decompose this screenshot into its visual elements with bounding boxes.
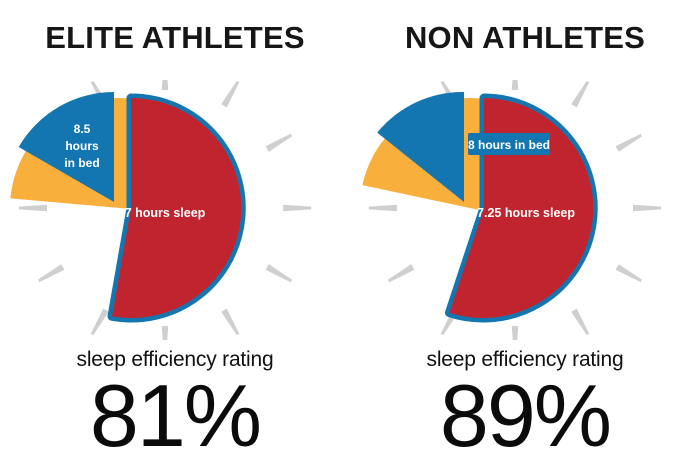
panel-title-elite-athletes: ELITE ATHLETES bbox=[45, 20, 305, 55]
pie-label-in-bed: 8.5 hours in bed bbox=[64, 122, 99, 170]
pie-chart-non-athletes: 8 hours in bed 7.25 hours sleep bbox=[350, 80, 700, 340]
pie-label-sleep: 7.25 hours sleep bbox=[477, 206, 575, 220]
rating-value-non-athletes: 89% bbox=[439, 366, 612, 465]
pie-slice-sleep bbox=[112, 97, 242, 318]
rating-label-non-athletes: sleep efficiency rating bbox=[426, 348, 624, 371]
pie-label-in-bed-line1: 8.5 bbox=[74, 122, 91, 136]
pie-label-in-bed-line3: in bed bbox=[64, 156, 99, 170]
pie-chart-elite-athletes: 8.5 hours in bed 7 hours sleep bbox=[0, 80, 350, 340]
pie-label-in-bed-line2: hours bbox=[65, 139, 99, 153]
panel-non-athletes: NON ATHLETES bbox=[350, 0, 700, 476]
panel-elite-athletes: ELITE ATHLETES bbox=[0, 20, 350, 465]
pie-slice-in-bed bbox=[18, 91, 115, 202]
rating-value-elite-athletes: 81% bbox=[89, 366, 262, 465]
pie-label-in-bed: 8 hours in bed bbox=[468, 138, 550, 152]
rating-label-elite-athletes: sleep efficiency rating bbox=[76, 348, 274, 371]
panel-title-non-athletes: NON ATHLETES bbox=[404, 20, 646, 55]
pie-slice-sleep-group bbox=[107, 93, 246, 323]
pie-slice-in-bed bbox=[377, 91, 464, 202]
pie-label-in-bed-backdrop-top bbox=[468, 133, 550, 155]
pie-label-sleep: 7 hours sleep bbox=[125, 206, 206, 220]
